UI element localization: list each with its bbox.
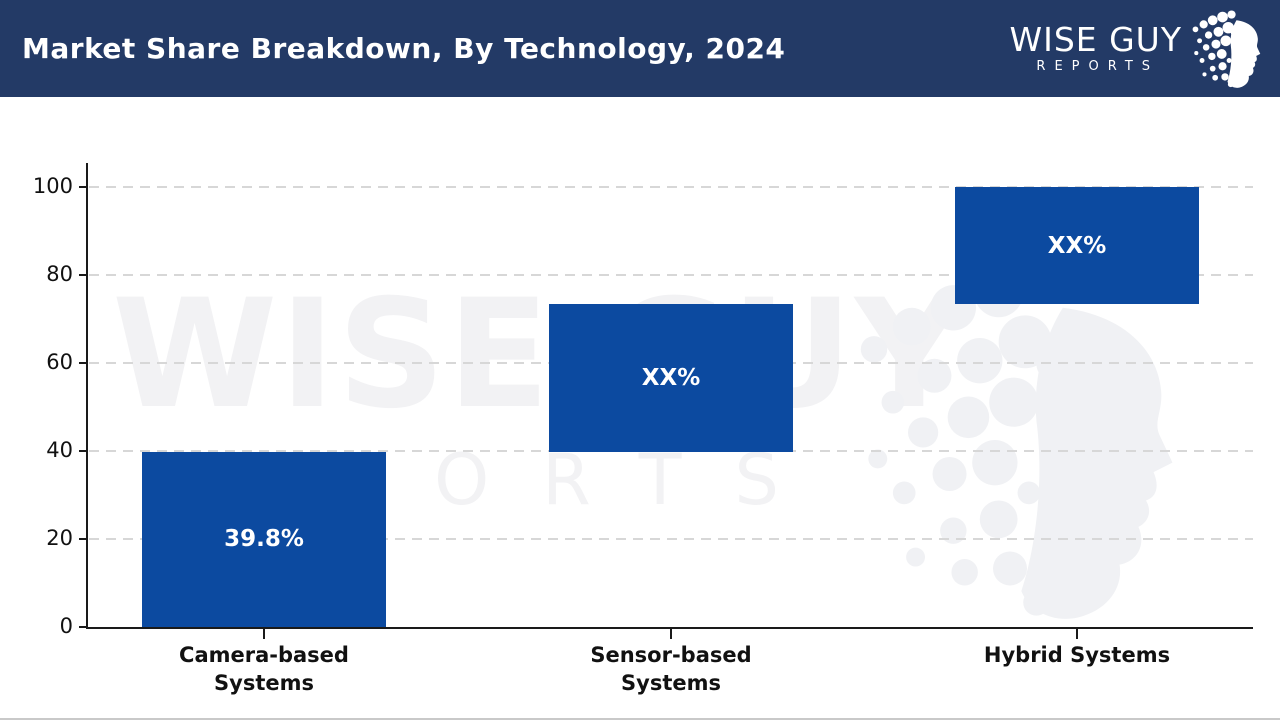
bar-value-label: 39.8% <box>224 526 304 553</box>
x-category-label-sensor-based-systems: Sensor-based Systems <box>590 643 752 696</box>
header-bar: Market Share Breakdown, By Technology, 2… <box>0 0 1280 97</box>
x-tick-hybrid-systems <box>1076 629 1078 639</box>
x-tick-sensor-based-systems <box>670 629 672 639</box>
bar-camera-based-systems: 39.8% <box>142 451 386 627</box>
logo-tagline: REPORTS <box>1036 59 1160 74</box>
x-category-label-camera-based-systems: Camera-based Systems <box>179 643 349 696</box>
y-tick-label: 100 <box>32 174 73 198</box>
gridline-100 <box>89 186 1253 188</box>
page-title: Market Share Breakdown, By Technology, 2… <box>22 32 786 65</box>
gridline-80 <box>89 274 1253 276</box>
bar-value-label: XX% <box>1047 232 1107 259</box>
x-axis <box>86 627 1253 629</box>
y-tick-80 <box>79 274 88 276</box>
y-tick-0 <box>79 626 88 628</box>
y-tick-label: 40 <box>46 438 73 462</box>
y-tick-label: 20 <box>46 526 73 550</box>
plot-area: 0 20 40 60 80 100 39.8% Camera-based Systems XX% S… <box>0 97 1280 720</box>
logo-text: WISE GUY REPORTS <box>1009 23 1182 74</box>
y-axis <box>86 163 88 629</box>
chart-area: WISE GUY REPORTS <box>0 97 1280 720</box>
x-category-label-hybrid-systems: Hybrid Systems <box>983 643 1171 667</box>
y-tick-label: 80 <box>46 262 73 286</box>
wiseguy-logo: WISE GUY REPORTS <box>1009 8 1270 90</box>
x-tick-camera-based-systems <box>263 629 265 639</box>
bar-sensor-based-systems: XX% <box>549 304 793 452</box>
y-tick-60 <box>79 362 88 364</box>
y-tick-100 <box>79 186 88 188</box>
bar-value-label: XX% <box>641 364 701 391</box>
logo-name: WISE GUY <box>1009 20 1182 59</box>
y-tick-40 <box>79 450 88 452</box>
y-tick-label: 0 <box>59 614 73 638</box>
bar-hybrid-systems: XX% <box>955 187 1199 305</box>
bottom-border <box>0 718 1280 720</box>
gridline-20 <box>89 538 1253 540</box>
y-tick-20 <box>79 538 88 540</box>
y-tick-label: 60 <box>46 350 73 374</box>
logo-head-icon <box>1192 9 1261 88</box>
